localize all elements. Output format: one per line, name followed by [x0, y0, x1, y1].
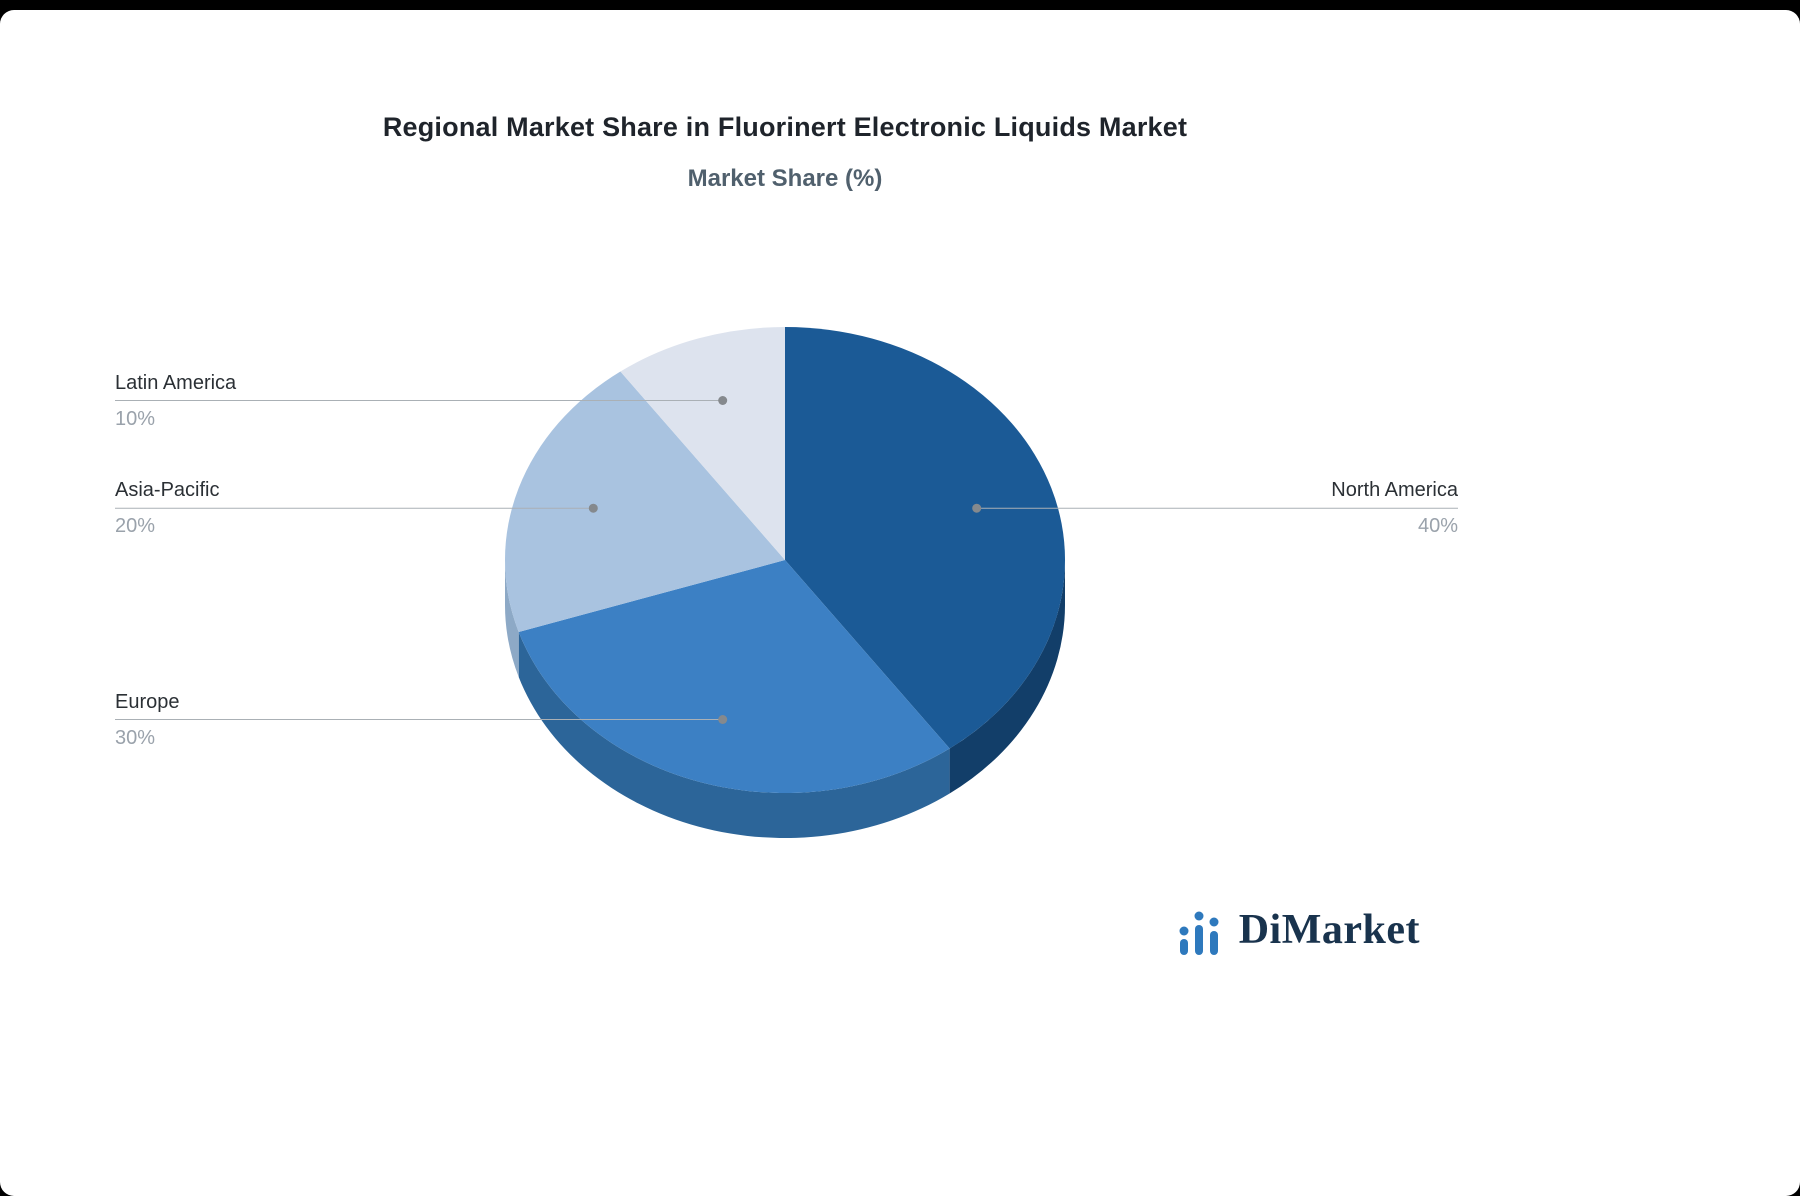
pie-slice-side-europe	[518, 632, 950, 839]
slice-name: Latin America	[115, 371, 237, 394]
chart-subtitle: Market Share (%)	[687, 165, 883, 192]
slice-name: Asia-Pacific	[115, 479, 220, 502]
callout-dot-north-america	[972, 503, 982, 513]
pie-chart	[115, 327, 1458, 839]
slice-name: North America	[1331, 479, 1458, 502]
chart-card: Regional Market Share in Fluorinert Elec…	[0, 10, 1800, 1196]
callout-dot-asia-pacific	[588, 503, 598, 513]
slice-percentage: 10%	[115, 407, 156, 430]
bar-chart-logo-icon	[1179, 911, 1219, 955]
callout-label-latin-america: Latin America 10%	[115, 371, 236, 431]
chart-header: Regional Market Share in Fluorinert Elec…	[0, 112, 1570, 193]
pie-slice-latin-america[interactable]	[620, 327, 785, 560]
slice-percentage: 30%	[115, 726, 156, 749]
callout-label-europe: Europe 30%	[115, 690, 180, 750]
callout-label-north-america: North America 40%	[1331, 478, 1458, 538]
slice-percentage: 40%	[1417, 515, 1458, 538]
chart-title: Regional Market Share in Fluorinert Elec…	[382, 112, 1188, 142]
pie-slice-north-america[interactable]	[785, 327, 1066, 749]
brand-logo: DiMarket	[1179, 903, 1420, 957]
pie-slice-side-asia-pacific	[504, 560, 519, 677]
callout-dot-latin-america	[718, 396, 728, 405]
brand-name: DiMarket	[1238, 907, 1420, 953]
pie-slice-europe[interactable]	[518, 560, 950, 794]
pie-slice-asia-pacific[interactable]	[504, 371, 785, 633]
callout-dot-europe	[718, 715, 728, 724]
pie-slice-side-north-america	[949, 560, 1065, 794]
slice-name: Europe	[115, 690, 180, 713]
slice-percentage: 20%	[115, 515, 156, 538]
callout-label-asia-pacific: Asia-Pacific 20%	[115, 478, 219, 538]
